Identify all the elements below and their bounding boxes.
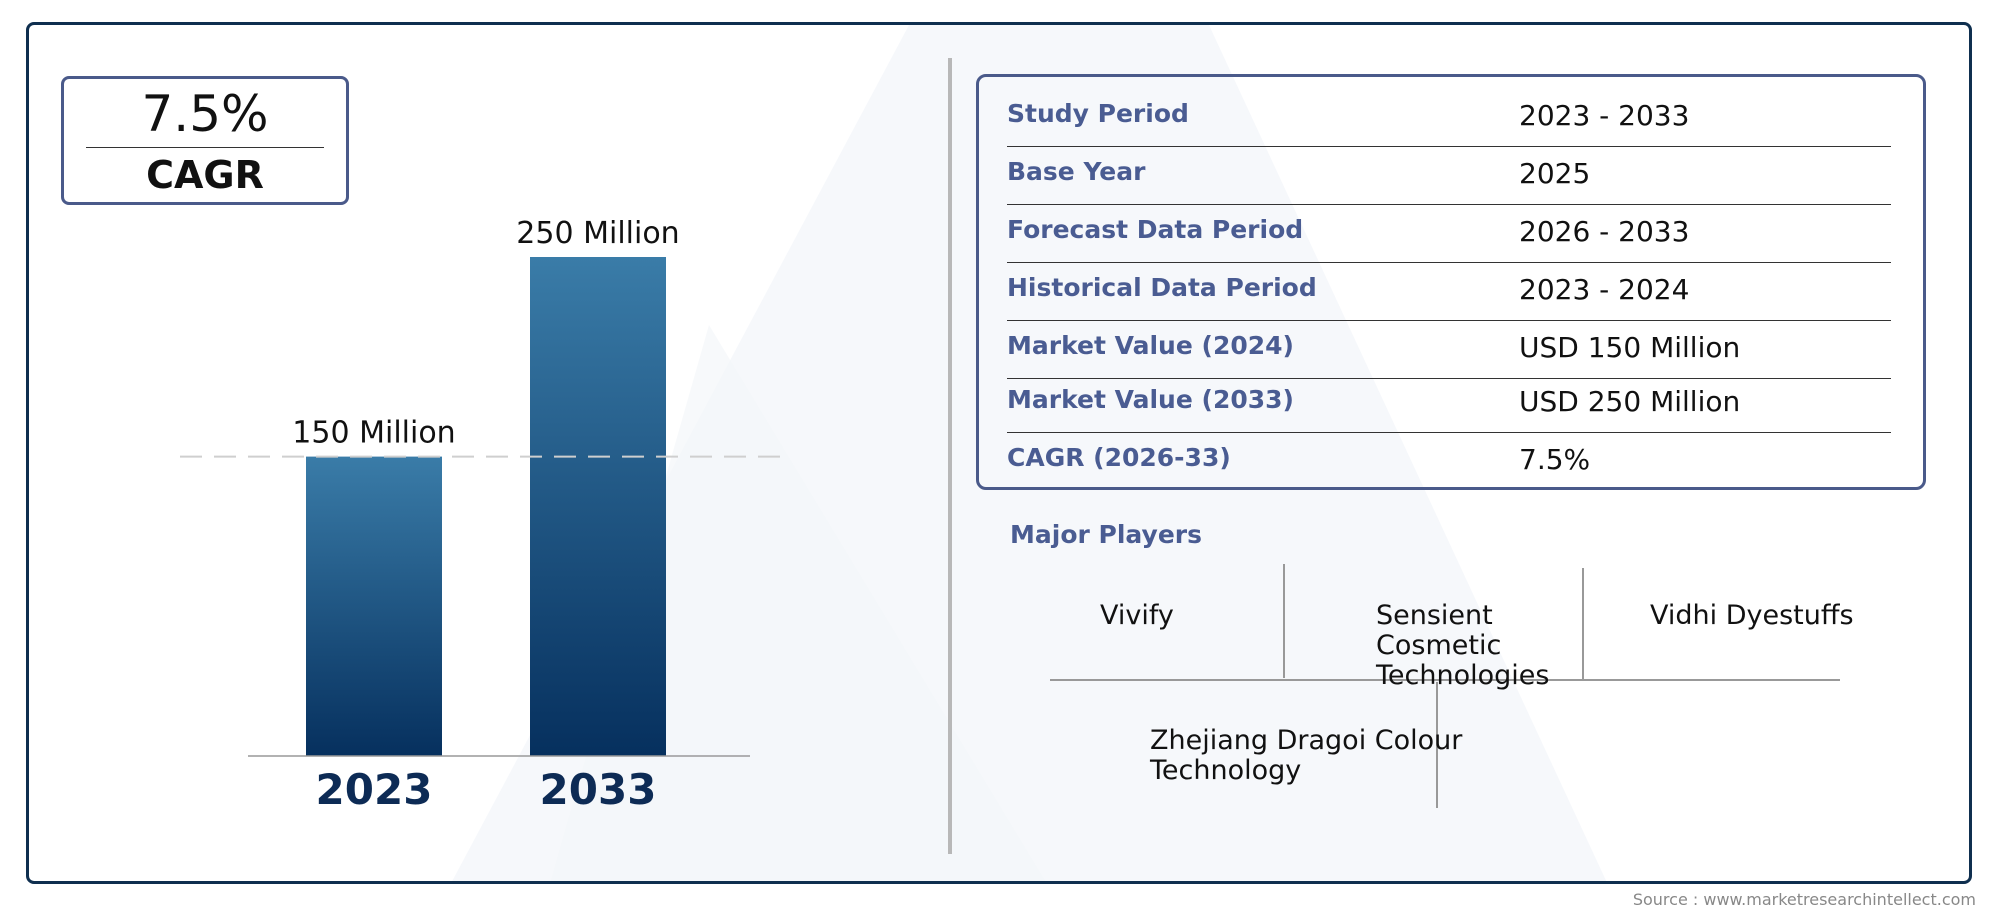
cagr-divider [86, 147, 324, 148]
info-row-historical-period: Historical Data Period 2023 - 2024 [1007, 263, 1891, 321]
section-divider [948, 58, 952, 854]
row-divider [1007, 432, 1891, 433]
category-label-2023: 2023 [316, 765, 433, 814]
players-divider [1582, 568, 1584, 680]
info-row-market-value-2033: Market Value (2033) USD 250 Million [1007, 375, 1891, 433]
info-key: Base Year [1007, 157, 1146, 186]
info-key: CAGR (2026-33) [1007, 443, 1231, 472]
row-divider [1007, 204, 1891, 205]
player-zhejiang: Zhejiang Dragoi Colour Technology [1150, 725, 1463, 786]
info-value: 2023 - 2024 [1519, 273, 1690, 306]
info-key: Study Period [1007, 99, 1189, 128]
info-table: Study Period 2023 - 2033 Base Year 2025 … [976, 74, 1926, 490]
market-bar-chart: 150 Million 2023 250 Million 2033 [180, 216, 790, 814]
source-credit: Source : www.marketresearchintellect.com [1632, 890, 1976, 909]
watermark-logo [452, 25, 1607, 881]
cagr-label: CAGR [146, 153, 264, 197]
bar-2023 [306, 456, 442, 756]
player-vivify: Vivify [1100, 600, 1174, 631]
row-divider [1007, 320, 1891, 321]
info-value: 2026 - 2033 [1519, 215, 1690, 248]
bar-2033 [530, 257, 666, 756]
info-row-cagr: CAGR (2026-33) 7.5% [1007, 433, 1891, 491]
info-value: 7.5% [1519, 443, 1591, 476]
info-row-forecast-period: Forecast Data Period 2026 - 2033 [1007, 205, 1891, 263]
row-divider [1007, 262, 1891, 263]
info-value: USD 250 Million [1519, 385, 1741, 418]
info-key: Historical Data Period [1007, 273, 1317, 302]
major-players-title: Major Players [1010, 520, 1202, 549]
player-vidhi: Vidhi Dyestuffs [1650, 600, 1854, 631]
info-row-base-year: Base Year 2025 [1007, 147, 1891, 205]
cagr-value: 7.5% [141, 85, 269, 143]
info-key: Market Value (2024) [1007, 331, 1294, 360]
category-label-2033: 2033 [540, 765, 657, 814]
info-value: 2025 [1519, 157, 1591, 190]
players-divider [1050, 679, 1840, 681]
players-divider [1436, 682, 1438, 808]
data-label-2023: 150 Million [292, 416, 455, 451]
info-value: USD 150 Million [1519, 331, 1741, 364]
infographic-frame [26, 22, 1972, 884]
row-divider [1007, 146, 1891, 147]
info-row-market-value-2024: Market Value (2024) USD 150 Million [1007, 321, 1891, 379]
data-label-2033: 250 Million [516, 216, 679, 251]
info-key: Forecast Data Period [1007, 215, 1304, 244]
cagr-box: 7.5% CAGR [61, 76, 349, 205]
player-sensient: Sensient Cosmetic Technologies [1376, 600, 1550, 691]
row-divider [1007, 378, 1891, 379]
info-value: 2023 - 2033 [1519, 99, 1690, 132]
info-key: Market Value (2033) [1007, 385, 1294, 414]
info-row-study-period: Study Period 2023 - 2033 [1007, 89, 1891, 147]
players-divider [1283, 564, 1285, 678]
